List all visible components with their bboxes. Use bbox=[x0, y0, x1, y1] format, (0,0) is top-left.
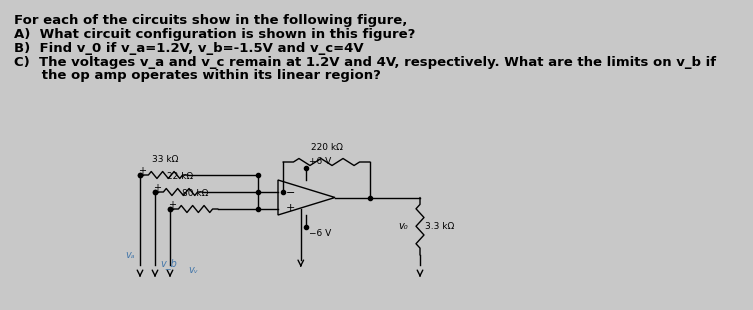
Text: −: − bbox=[286, 188, 295, 198]
Text: v_b: v_b bbox=[160, 258, 177, 269]
Text: +: + bbox=[153, 183, 161, 193]
Text: vᵥ: vᵥ bbox=[188, 265, 198, 275]
Text: the op amp operates within its linear region?: the op amp operates within its linear re… bbox=[14, 69, 381, 82]
Text: For each of the circuits show in the following figure,: For each of the circuits show in the fol… bbox=[14, 14, 407, 27]
Text: B)  Find v_0 if v_a=1.2V, v_b=-1.5V and v_c=4V: B) Find v_0 if v_a=1.2V, v_b=-1.5V and v… bbox=[14, 42, 364, 55]
Text: 220 kΩ: 220 kΩ bbox=[310, 143, 343, 152]
Text: 33 kΩ: 33 kΩ bbox=[152, 155, 178, 164]
Text: +: + bbox=[168, 200, 176, 210]
Text: +: + bbox=[138, 166, 146, 176]
Text: +6 V: +6 V bbox=[309, 157, 332, 166]
Text: 3.3 kΩ: 3.3 kΩ bbox=[425, 222, 454, 231]
Text: 22 kΩ: 22 kΩ bbox=[167, 172, 194, 181]
Text: v₀: v₀ bbox=[398, 221, 408, 231]
Text: +: + bbox=[286, 203, 295, 213]
Text: A)  What circuit configuration is shown in this figure?: A) What circuit configuration is shown i… bbox=[14, 28, 416, 41]
Text: C)  The voltages v_a and v_c remain at 1.2V and 4V, respectively. What are the l: C) The voltages v_a and v_c remain at 1.… bbox=[14, 56, 716, 69]
Text: 80 kΩ: 80 kΩ bbox=[182, 189, 209, 198]
Text: −6 V: −6 V bbox=[309, 229, 332, 238]
Text: vₐ: vₐ bbox=[126, 250, 135, 260]
